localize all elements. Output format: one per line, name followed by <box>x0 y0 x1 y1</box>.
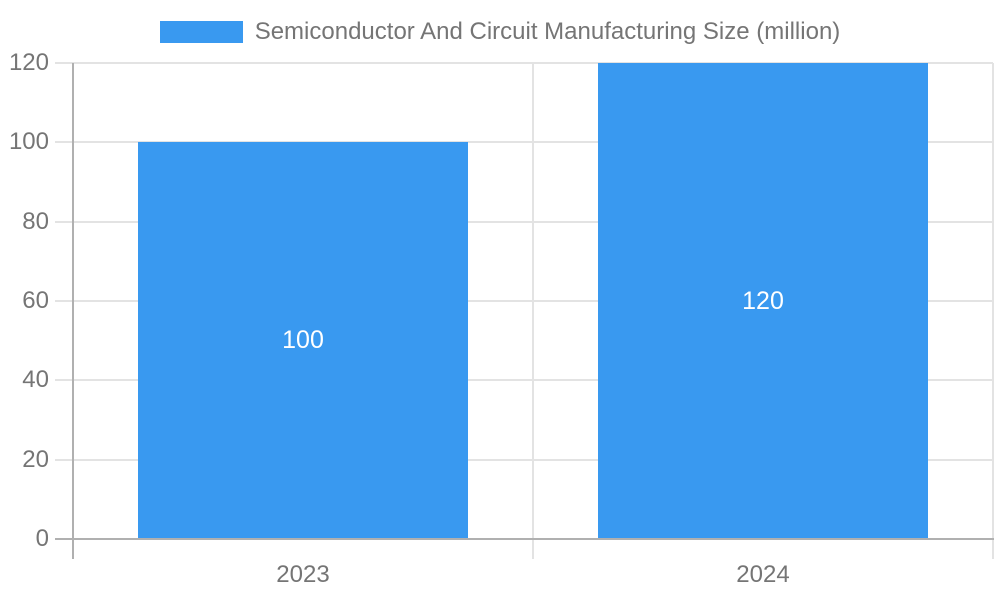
y-gridline <box>55 62 993 64</box>
y-axis-line <box>72 63 74 559</box>
bar-value-label: 100 <box>282 326 324 355</box>
x-axis-tick-label: 2024 <box>736 561 790 588</box>
legend-label: Semiconductor And Circuit Manufacturing … <box>254 18 841 45</box>
bar-value-label: 120 <box>742 286 784 315</box>
y-axis-tick-label: 100 <box>8 128 49 156</box>
bar: 100 <box>138 142 468 539</box>
y-gridline <box>55 300 993 302</box>
y-axis-tick-label: 120 <box>8 49 49 76</box>
y-axis-tick-label: 80 <box>22 207 49 235</box>
x-gridline <box>532 63 534 559</box>
y-axis-tick-label: 0 <box>35 525 49 552</box>
y-axis-tick-label: 60 <box>22 287 49 314</box>
x-gridline <box>992 63 994 559</box>
bar: 120 <box>598 63 928 539</box>
x-axis-tick-label: 2023 <box>276 561 330 588</box>
y-axis-tick-label: 40 <box>22 366 49 394</box>
y-gridline <box>55 220 993 223</box>
y-gridline <box>55 141 993 144</box>
y-axis-tick-label: 20 <box>22 445 49 473</box>
y-gridline <box>55 458 993 461</box>
chart-legend-item[interactable]: Semiconductor And Circuit Manufacturing … <box>0 20 1000 44</box>
y-gridline <box>55 379 993 382</box>
x-axis-line <box>72 538 994 540</box>
legend-swatch <box>159 21 243 43</box>
